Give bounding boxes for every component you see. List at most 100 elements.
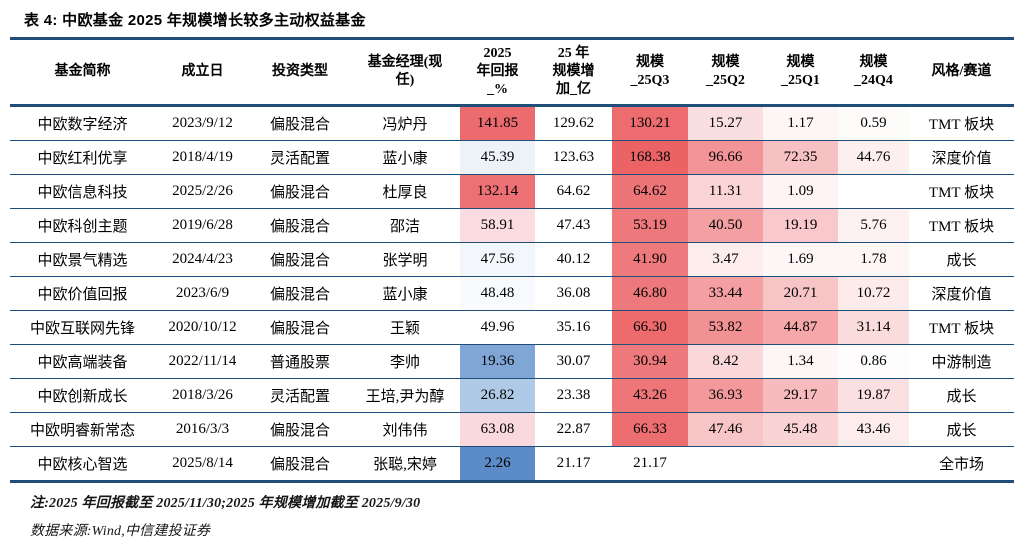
table-row: 中欧信息科技 2025/2/26 偏股混合 杜厚良 132.14 64.62 64.62 11… — [10, 174, 1014, 209]
table-cell: 王颖 — [350, 310, 460, 345]
table-cell: 偏股混合 — [250, 412, 350, 447]
table-cell: 66.33 — [612, 412, 688, 447]
table-cell: 72.35 — [763, 140, 838, 175]
table-cell: 刘伟伟 — [350, 412, 460, 447]
table-cell: 123.63 — [535, 140, 612, 175]
table-cell: 2025/2/26 — [155, 174, 250, 209]
table-cell: 1.34 — [763, 344, 838, 379]
column-header: 规模 _25Q2 — [688, 38, 763, 107]
table-cell: 19.36 — [460, 344, 535, 379]
table-cell: 1.17 — [763, 105, 838, 141]
table-cell: 中欧明睿新常态 — [10, 412, 155, 447]
header-row: 基金简称 成立日 投资类型 基金经理(现 任) 2025 年回报 _% 25 年 规模增 … — [10, 38, 1014, 107]
table-cell: 53.82 — [688, 310, 763, 345]
table-cell: 中欧红利优享 — [10, 140, 155, 175]
table-cell: 2.26 — [460, 446, 535, 482]
table-row: 中欧高端装备 2022/11/14 普通股票 李帅 19.36 30.07 30.94 8.4… — [10, 344, 1014, 379]
table-cell: 66.30 — [612, 310, 688, 345]
fund-table: 基金简称 成立日 投资类型 基金经理(现 任) 2025 年回报 _% 25 年 规模增 … — [10, 37, 1014, 483]
table-cell: 30.94 — [612, 344, 688, 379]
table-cell: 成长 — [909, 412, 1014, 447]
column-header: 基金经理(现 任) — [350, 38, 460, 107]
column-header: 投资类型 — [250, 38, 350, 107]
table-cell: 2022/11/14 — [155, 344, 250, 379]
table-header: 基金简称 成立日 投资类型 基金经理(现 任) 2025 年回报 _% 25 年 规模增 … — [10, 38, 1014, 107]
table-row: 中欧明睿新常态 2016/3/3 偏股混合 刘伟伟 63.08 22.87 66.33 47.… — [10, 412, 1014, 447]
table-cell: 中游制造 — [909, 344, 1014, 379]
table-cell: 15.27 — [688, 105, 763, 141]
table-cell: 偏股混合 — [250, 208, 350, 243]
table-cell: 64.62 — [612, 174, 688, 209]
table-cell: 2018/3/26 — [155, 378, 250, 413]
table-cell: 2019/6/28 — [155, 208, 250, 243]
table-cell: 45.48 — [763, 412, 838, 447]
table-cell: 10.72 — [838, 276, 909, 311]
table-cell: 中欧价值回报 — [10, 276, 155, 311]
table-cell: TMT 板块 — [909, 174, 1014, 209]
table-cell: 1.78 — [838, 242, 909, 277]
table-cell: 44.76 — [838, 140, 909, 175]
table-cell: 47.46 — [688, 412, 763, 447]
table-cell: 中欧景气精选 — [10, 242, 155, 277]
table-cell: 63.08 — [460, 412, 535, 447]
table-cell: 168.38 — [612, 140, 688, 175]
table-cell: 47.56 — [460, 242, 535, 277]
table-cell: 58.91 — [460, 208, 535, 243]
column-header: 规模 _25Q1 — [763, 38, 838, 107]
table-cell: 中欧创新成长 — [10, 378, 155, 413]
table-cell: 全市场 — [938, 457, 984, 473]
table-cell: 偏股混合 — [250, 174, 350, 209]
table-cell: 35.16 — [535, 310, 612, 345]
table-cell: 45.39 — [460, 140, 535, 175]
table-cell: 53.19 — [612, 208, 688, 243]
table-cell: 偏股混合 — [269, 457, 330, 473]
table-cell: 44.87 — [763, 310, 838, 345]
table-cell: 2024/4/23 — [155, 242, 250, 277]
table-cell: 普通股票 — [250, 344, 350, 379]
table-cell: 64.62 — [535, 174, 612, 209]
table-cell: 47.43 — [535, 208, 612, 243]
footnotes: 注:2025 年回报截至 2025/11/30;2025 年规模增加截至 202… — [10, 483, 1014, 546]
table-cell: 19.87 — [838, 378, 909, 413]
table-cell: 张聪,宋婷 — [373, 457, 437, 473]
table-cell: 21.17 — [633, 455, 667, 471]
table-cell: 2025/8/14 — [172, 455, 233, 471]
table-cell: 张学明 — [350, 242, 460, 277]
table-cell: 中欧核心智选 — [37, 457, 128, 473]
table-cell: 132.14 — [460, 174, 535, 209]
table-row: 中欧红利优享 2018/4/19 灵活配置 蓝小康 45.39 123.63 168.38 9… — [10, 140, 1014, 175]
column-header: 25 年 规模增 加_亿 — [535, 38, 612, 107]
table-cell: 深度价值 — [909, 276, 1014, 311]
table-cell: 11.31 — [688, 174, 763, 209]
table-body: 中欧数字经济 2023/9/12 偏股混合 冯炉丹 141.85 129.62 130.21… — [10, 105, 1014, 482]
table-cell: 偏股混合 — [250, 242, 350, 277]
table-cell: 蓝小康 — [350, 140, 460, 175]
table-cell: 偏股混合 — [250, 276, 350, 311]
table-cell: 46.80 — [612, 276, 688, 311]
table-row: 中欧景气精选 2024/4/23 偏股混合 张学明 47.56 40.12 41.90 3.4… — [10, 242, 1014, 277]
table-cell: 48.48 — [460, 276, 535, 311]
note-data-source: 数据来源:Wind,中信建投证券 — [30, 524, 211, 539]
table-cell: 灵活配置 — [250, 378, 350, 413]
table-cell: 30.07 — [535, 344, 612, 379]
table-cell: 2023/6/9 — [155, 276, 250, 311]
table-cell: 偏股混合 — [250, 310, 350, 345]
table-cell: 36.93 — [688, 378, 763, 413]
column-header: 基金简称 — [10, 38, 155, 107]
table-row: 中欧数字经济 2023/9/12 偏股混合 冯炉丹 141.85 129.62 130.21… — [10, 105, 1014, 141]
table-cell: 5.76 — [838, 208, 909, 243]
table-cell: 40.50 — [688, 208, 763, 243]
column-header: 2025 年回报 _% — [460, 38, 535, 107]
table-cell: 1.69 — [763, 242, 838, 277]
table-cell: 中欧高端装备 — [10, 344, 155, 379]
table-cell: 43.26 — [612, 378, 688, 413]
table-cell: 31.14 — [838, 310, 909, 345]
table-cell: 26.82 — [460, 378, 535, 413]
table-cell: 2016/3/3 — [155, 412, 250, 447]
table-cell: 中欧科创主题 — [10, 208, 155, 243]
table-cell: 成长 — [909, 378, 1014, 413]
column-header: 风格/赛道 — [909, 38, 1014, 107]
table-cell: 141.85 — [460, 105, 535, 141]
table-cell: 130.21 — [612, 105, 688, 141]
